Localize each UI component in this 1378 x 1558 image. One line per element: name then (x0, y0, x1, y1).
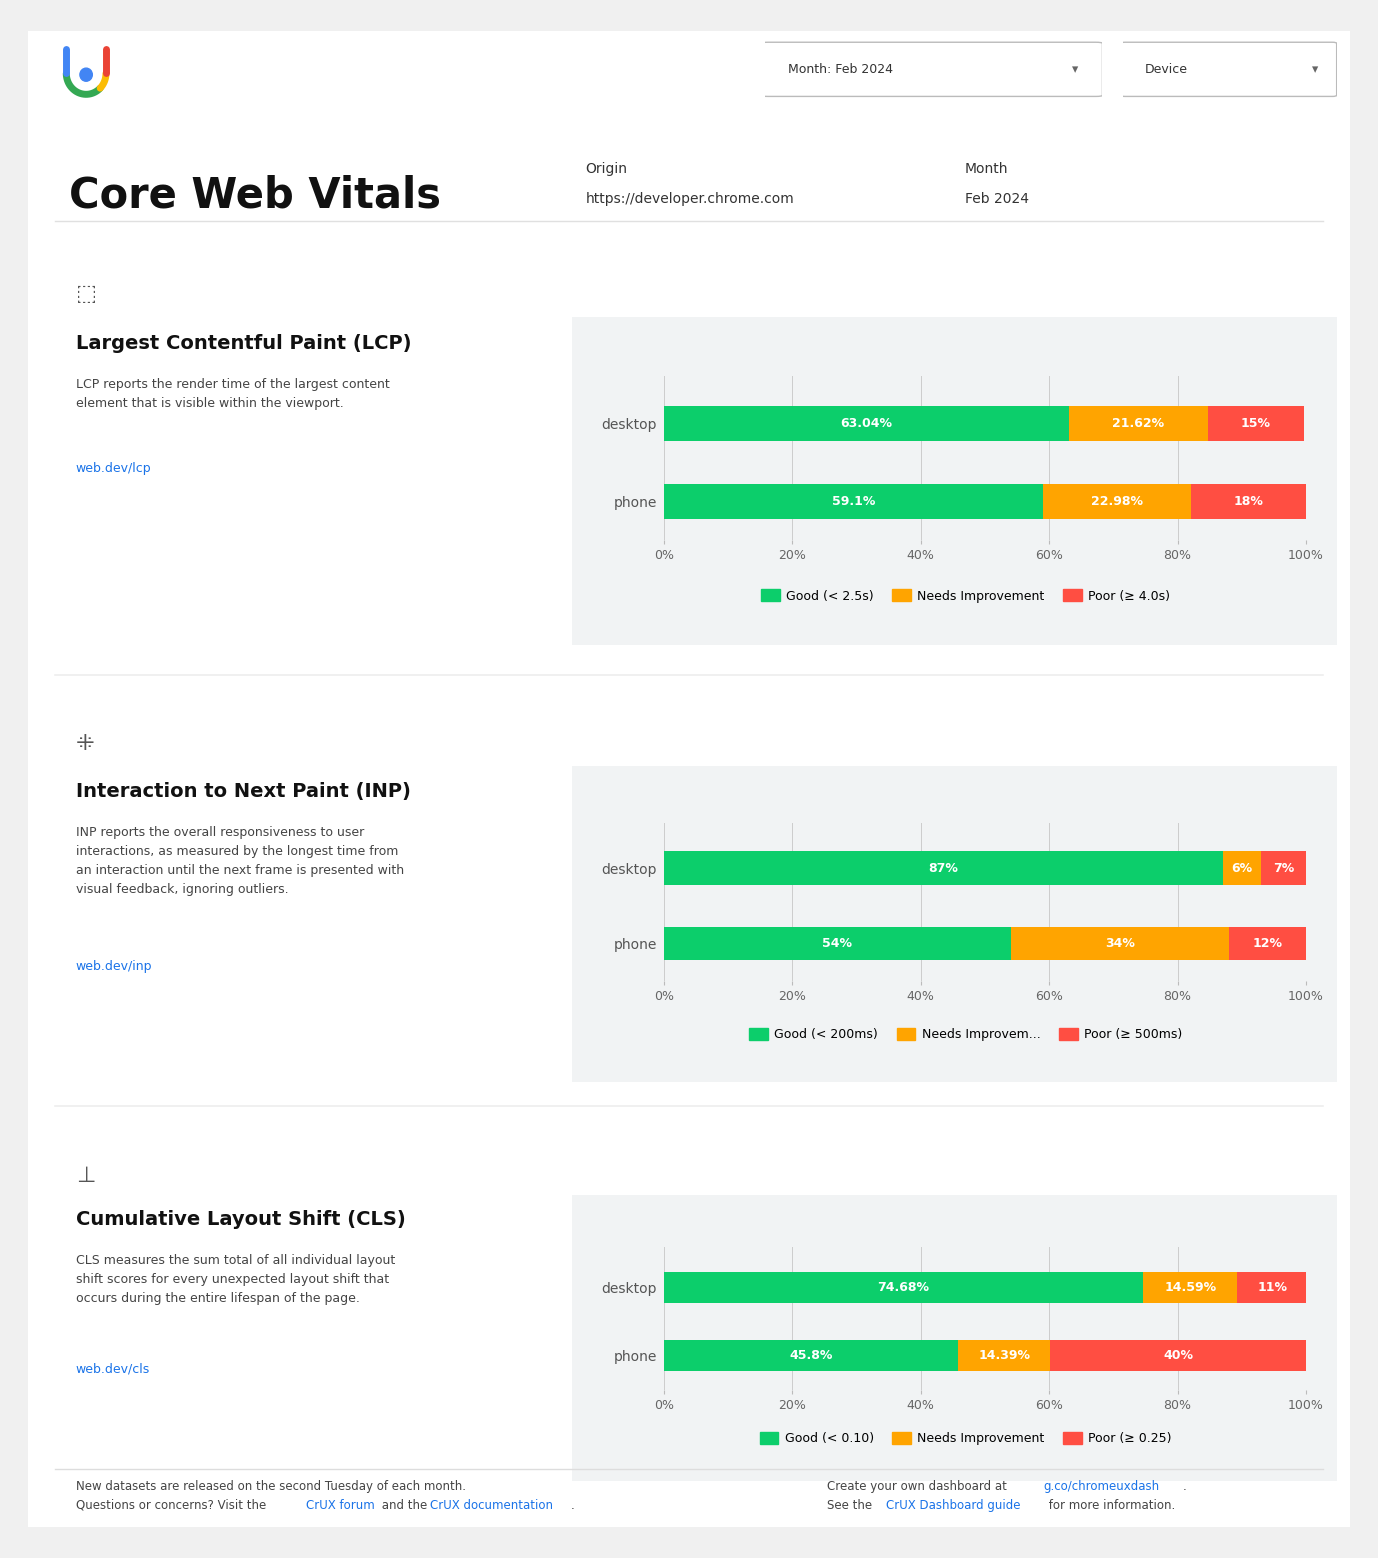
Text: ⊥: ⊥ (76, 1165, 95, 1186)
Text: 14.59%: 14.59% (1164, 1281, 1217, 1295)
Bar (1237, 1273, 1308, 1302)
Text: Device: Device (1144, 62, 1188, 76)
Bar (664, 927, 1010, 960)
Text: .: . (570, 1499, 575, 1511)
Text: Questions or concerns? Visit the: Questions or concerns? Visit the (76, 1499, 270, 1511)
Text: CrUX documentation: CrUX documentation (430, 1499, 553, 1511)
Text: and the: and the (378, 1499, 430, 1511)
FancyBboxPatch shape (564, 763, 1345, 1086)
Text: INP reports the overall responsiveness to user
interactions, as measured by the : INP reports the overall responsiveness t… (76, 826, 404, 896)
Text: 74.68%: 74.68% (878, 1281, 930, 1295)
Text: 21.62%: 21.62% (1112, 416, 1164, 430)
Text: 14.39%: 14.39% (978, 1349, 1031, 1362)
Text: New datasets are released on the second Tuesday of each month.: New datasets are released on the second … (76, 1480, 466, 1493)
Text: 45.8%: 45.8% (790, 1349, 832, 1362)
Text: ▾: ▾ (1072, 62, 1079, 76)
Text: Month: Feb 2024: Month: Feb 2024 (788, 62, 893, 76)
Text: LCP reports the render time of the largest content
element that is visible withi: LCP reports the render time of the large… (76, 377, 390, 410)
Text: 7%: 7% (1273, 862, 1294, 874)
FancyBboxPatch shape (1120, 42, 1337, 97)
Text: 11%: 11% (1258, 1281, 1287, 1295)
Text: 87%: 87% (929, 862, 958, 874)
Bar (1144, 1273, 1237, 1302)
Circle shape (80, 69, 92, 81)
Text: Origin: Origin (586, 162, 627, 176)
Text: 12%: 12% (1253, 936, 1283, 950)
Text: CrUX forum: CrUX forum (306, 1499, 375, 1511)
Bar (1010, 927, 1229, 960)
Bar (1207, 405, 1304, 441)
Text: 22.98%: 22.98% (1091, 495, 1144, 508)
Bar (1229, 927, 1306, 960)
Bar (1050, 1340, 1308, 1371)
Bar (1261, 851, 1306, 885)
Bar (664, 851, 1222, 885)
Text: Core Web Vitals: Core Web Vitals (69, 174, 441, 217)
Text: 18%: 18% (1233, 495, 1264, 508)
Text: Month: Month (965, 162, 1009, 176)
Text: 15%: 15% (1240, 416, 1271, 430)
Text: CLS measures the sum total of all individual layout
shift scores for every unexp: CLS measures the sum total of all indivi… (76, 1254, 395, 1304)
FancyBboxPatch shape (564, 1192, 1345, 1483)
Text: 59.1%: 59.1% (832, 495, 875, 508)
Text: Feb 2024: Feb 2024 (965, 192, 1028, 206)
Bar (664, 483, 1043, 519)
FancyBboxPatch shape (14, 16, 1364, 1542)
Text: ⬚: ⬚ (76, 284, 96, 304)
Text: https://developer.chrome.com: https://developer.chrome.com (586, 192, 794, 206)
Bar (958, 1340, 1050, 1371)
Text: ▾: ▾ (1312, 62, 1319, 76)
Bar (664, 1340, 958, 1371)
Text: Interaction to Next Paint (INP): Interaction to Next Paint (INP) (76, 782, 411, 801)
Text: Cumulative Layout Shift (CLS): Cumulative Layout Shift (CLS) (76, 1211, 405, 1229)
Text: g.co/chromeuxdash: g.co/chromeuxdash (1043, 1480, 1159, 1493)
Text: Largest Contentful Paint (LCP): Largest Contentful Paint (LCP) (76, 333, 411, 354)
Text: for more information.: for more information. (1045, 1499, 1175, 1511)
Text: web.dev/cls: web.dev/cls (76, 1363, 150, 1376)
Text: 6%: 6% (1232, 862, 1253, 874)
Bar (664, 405, 1068, 441)
Legend: Good (< 200ms), Needs Improvem..., Poor (≥ 500ms): Good (< 200ms), Needs Improvem..., Poor … (750, 1028, 1182, 1041)
FancyBboxPatch shape (762, 42, 1102, 97)
Text: web.dev/lcp: web.dev/lcp (76, 461, 152, 475)
Bar (1043, 483, 1191, 519)
Text: .: . (1182, 1480, 1186, 1493)
Bar (1068, 405, 1207, 441)
Bar (664, 1273, 1144, 1302)
Text: Create your own dashboard at: Create your own dashboard at (827, 1480, 1010, 1493)
FancyBboxPatch shape (564, 313, 1345, 648)
Legend: Good (< 2.5s), Needs Improvement, Poor (≥ 4.0s): Good (< 2.5s), Needs Improvement, Poor (… (761, 589, 1170, 603)
Text: web.dev/inp: web.dev/inp (76, 960, 153, 974)
Text: 40%: 40% (1164, 1349, 1193, 1362)
Text: CrUX Dashboard guide: CrUX Dashboard guide (886, 1499, 1021, 1511)
Text: See the: See the (827, 1499, 875, 1511)
Text: 54%: 54% (823, 936, 852, 950)
Bar (1191, 483, 1306, 519)
Legend: Good (< 0.10), Needs Improvement, Poor (≥ 0.25): Good (< 0.10), Needs Improvement, Poor (… (759, 1432, 1171, 1444)
Text: 63.04%: 63.04% (841, 416, 892, 430)
Text: ⁜: ⁜ (76, 734, 95, 754)
Text: 34%: 34% (1105, 936, 1134, 950)
Bar (1222, 851, 1261, 885)
